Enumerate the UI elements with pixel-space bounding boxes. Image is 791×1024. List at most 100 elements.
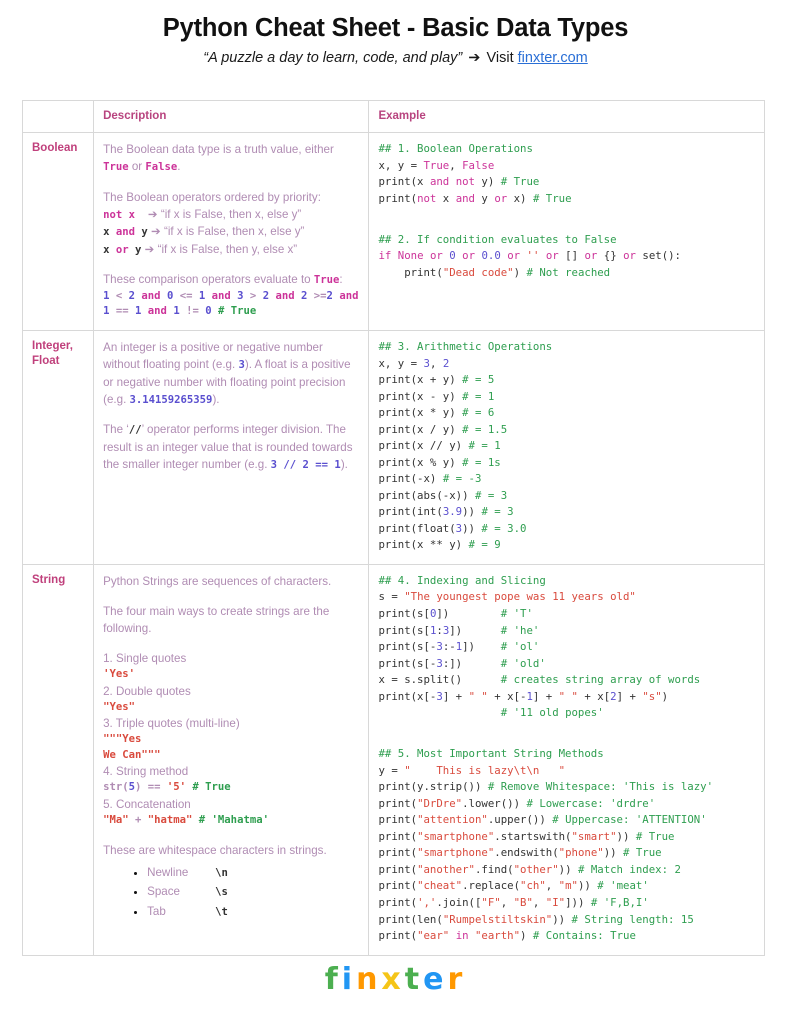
int-example-3: 3 xyxy=(238,359,245,372)
bool-operators-heading: The Boolean operators ordered by priorit… xyxy=(103,190,321,204)
description-string: Python Strings are sequences of characte… xyxy=(93,563,370,956)
description-integer-float: An integer is a positive or negative num… xyxy=(93,330,370,565)
logo-letter-f: f xyxy=(324,962,342,997)
bool-op-or-y: y xyxy=(128,243,142,256)
logo-letter-r: r xyxy=(447,962,467,997)
bool-op-and-kw: and xyxy=(115,226,135,239)
arrow-icon: ➔ xyxy=(468,50,481,66)
code-block-arithmetic: ## 3. Arithmetic Operations x, y = 3, 2 … xyxy=(378,340,553,552)
bool-operator-not: not x ➔ “if x is False, then x, else y” xyxy=(103,206,359,224)
col-header-example: Example xyxy=(368,100,765,133)
bool-op-or-x: x xyxy=(103,243,116,256)
string-way-2-label: 2. Double quotes xyxy=(103,684,191,698)
whitespace-item: Newline \n xyxy=(147,864,359,882)
col-header-description: Description xyxy=(93,100,370,133)
bool-cmp-colon: : xyxy=(339,273,343,287)
string-way-4-label: 4. String method xyxy=(103,765,189,779)
bool-op-or-text: “if x is False, then y, else x” xyxy=(157,242,298,256)
logo-letter-e: e xyxy=(423,962,448,997)
int-p2-a: The ‘ xyxy=(103,423,129,437)
table-header-row: Description Example xyxy=(21,100,765,133)
page-header: Python Cheat Sheet - Basic Data Types “A… xyxy=(0,0,791,66)
string-way-5-label: 5. Concatenation xyxy=(103,797,191,811)
bool-op-and-y: y xyxy=(135,226,148,239)
whitespace-label: Space xyxy=(147,885,180,899)
bool-op-not-code: not x xyxy=(103,208,135,221)
string-way-3-code-b: We Can""" xyxy=(103,748,161,761)
floordiv-example: 3 // 2 == 1 xyxy=(270,458,341,471)
string-way-3-label: 3. Triple quotes (multi-line) xyxy=(103,717,240,731)
whitespace-escape-code: \n xyxy=(215,866,228,879)
bool-true-token: True xyxy=(103,161,129,174)
bool-p1-a: The Boolean data type is a truth value, … xyxy=(103,143,334,156)
bool-false-token: False xyxy=(145,161,178,174)
example-integer-float: ## 3. Arithmetic Operations x, y = 3, 2 … xyxy=(368,330,765,565)
bool-operator-or: x or y ➔ “if x is False, then y, else x” xyxy=(103,241,359,259)
page-title: Python Cheat Sheet - Basic Data Types xyxy=(162,14,629,42)
bool-truth-value-text: The Boolean data type is a truth value, … xyxy=(103,141,359,176)
example-boolean: ## 1. Boolean Operations x, y = True, Fa… xyxy=(368,132,765,331)
string-intro: Python Strings are sequences of characte… xyxy=(103,574,332,588)
table-row-string: String Python Strings are sequences of c… xyxy=(21,563,765,956)
table-row-integer-float: Integer, Float An integer is a positive o… xyxy=(21,330,765,565)
arrow-icon: ➔ xyxy=(147,207,158,221)
bool-operator-and: x and y ➔ “if x is False, then x, else y… xyxy=(103,223,359,241)
arrow-icon: ➔ xyxy=(151,225,161,239)
bool-op-or-kw: or xyxy=(115,243,129,256)
data-types-table: Description Example Boolean The Boolean … xyxy=(21,100,765,956)
int-division-text: The ‘//’ operator performs integer divis… xyxy=(103,421,359,473)
string-way-1-code: 'Yes' xyxy=(103,668,135,681)
finxter-logo: finxter xyxy=(0,962,791,997)
float-example-pi: 3.14159265359 xyxy=(129,393,213,406)
whitespace-list: Newline \n Space \s Tab \t xyxy=(103,864,359,921)
string-way-5-code: "Ma" + "hatma" # 'Mahatma' xyxy=(103,813,269,826)
type-label-string: String xyxy=(21,563,95,956)
bool-comparison-line-2: 1 == 1 and 1 != 0 # True xyxy=(103,305,257,318)
int-p2-b: ’ operator performs integer division. Th… xyxy=(103,423,353,471)
type-label-boolean: Boolean xyxy=(21,132,95,331)
visit-label: Visit xyxy=(486,50,514,66)
whitespace-heading: These are whitespace characters in strin… xyxy=(103,843,327,857)
bool-p1-end: . xyxy=(177,160,181,174)
arrow-icon: ➔ xyxy=(144,242,155,256)
description-boolean: The Boolean data type is a truth value, … xyxy=(93,132,370,331)
bool-cmp-head: These comparison operators evaluate to xyxy=(103,273,314,287)
example-string: ## 4. Indexing and Slicing s = "The youn… xyxy=(368,563,765,956)
int-p1-end: ). xyxy=(212,392,220,406)
int-definition-text: An integer is a positive or negative num… xyxy=(103,339,359,408)
tagline-quote: “A puzzle a day to learn, code, and play… xyxy=(203,50,463,66)
string-way-2-code: "Yes" xyxy=(103,700,135,713)
logo-letter-i: i xyxy=(341,962,357,997)
whitespace-label: Tab xyxy=(147,904,166,918)
bool-op-not-text: “if x is False, then x, else y” xyxy=(160,207,302,221)
whitespace-item: Tab \t xyxy=(147,903,359,921)
bool-op-and-x: x xyxy=(103,226,116,239)
string-way-4-code: str(5) == '5' # True xyxy=(103,781,231,794)
table-row-boolean: Boolean The Boolean data type is a truth… xyxy=(21,132,765,331)
bool-op-and-text: “if x is False, then x, else y” xyxy=(163,225,305,239)
bool-cmp-true: True xyxy=(313,274,340,287)
int-p1-b: ). A float is a positive or negative num… xyxy=(103,358,351,406)
whitespace-escape-code: \s xyxy=(215,886,228,899)
whitespace-item: Space \s xyxy=(147,883,359,901)
bool-comparison-heading: These comparison operators evaluate to T… xyxy=(103,271,359,289)
col-header-type xyxy=(21,100,95,133)
code-block-string: ## 4. Indexing and Slicing s = "The youn… xyxy=(378,573,714,943)
bool-p1-or: or xyxy=(128,160,146,174)
type-label-integer-float: Integer, Float xyxy=(21,330,95,565)
string-way-1-label: 1. Single quotes xyxy=(103,652,187,665)
int-p1-a: An integer is a positive or negative num… xyxy=(103,341,323,372)
string-ways-heading: The four main ways to create strings are… xyxy=(103,604,330,635)
logo-letter-x: x xyxy=(381,962,405,997)
whitespace-escape-code: \t xyxy=(215,905,228,918)
whitespace-label: Newline xyxy=(147,865,189,879)
int-p2-end: ). xyxy=(340,457,348,471)
logo-letter-t: t xyxy=(404,962,424,997)
bool-comparison-line-1: 1 < 2 and 0 <= 1 and 3 > 2 and 2 >=2 and xyxy=(103,289,359,302)
logo-letter-n: n xyxy=(356,962,382,997)
string-way-3-code-a: """Yes xyxy=(103,733,142,746)
code-block-boolean: ## 1. Boolean Operations x, y = True, Fa… xyxy=(378,142,681,279)
floordiv-operator: // xyxy=(128,424,142,437)
finxter-link[interactable]: finxter.com xyxy=(517,50,588,66)
